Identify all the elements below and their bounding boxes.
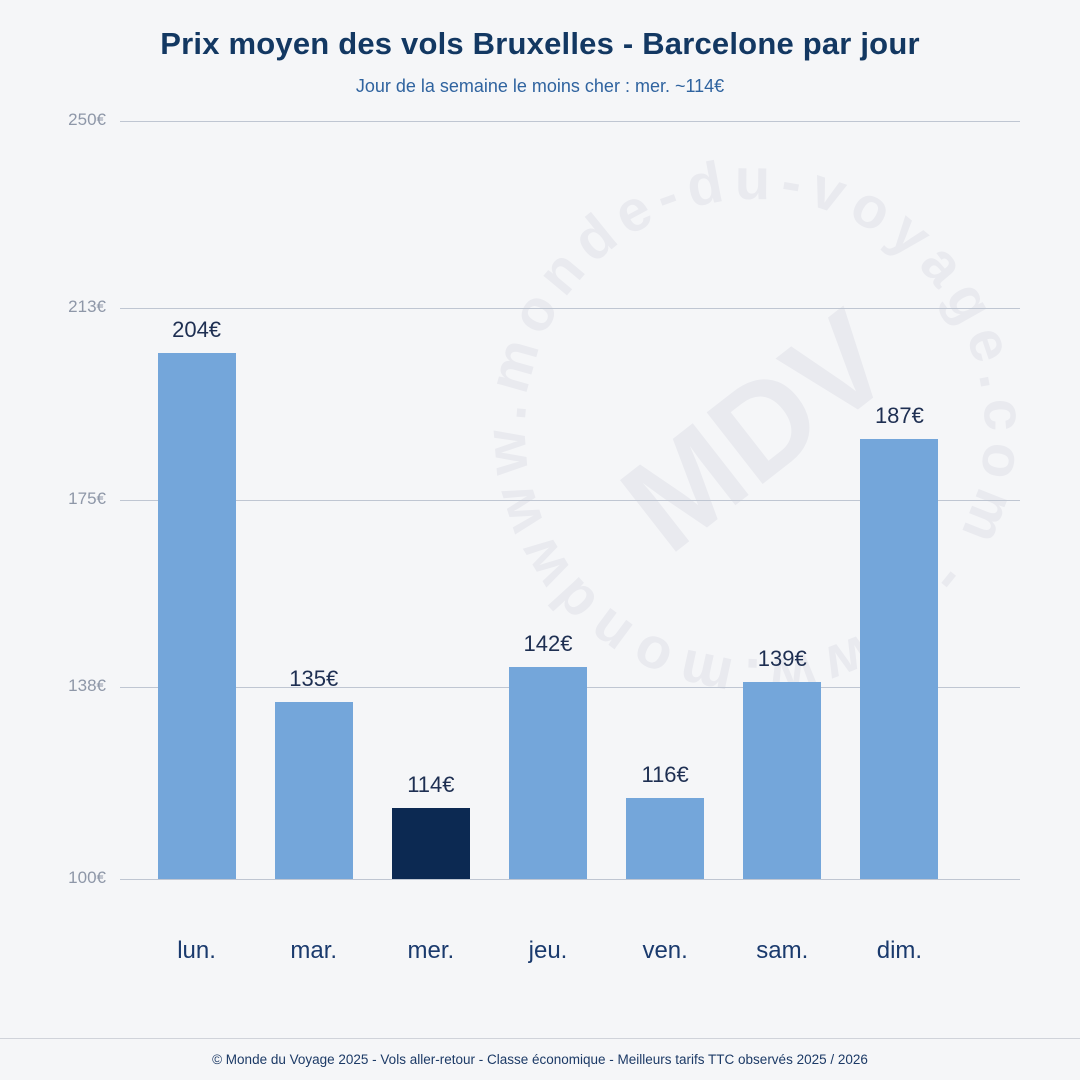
- bar-value-label: 204€: [172, 317, 222, 343]
- chart-subtitle: Jour de la semaine le moins cher : mer. …: [355, 76, 725, 96]
- footer-text: © Monde du Voyage 2025 - Vols aller-reto…: [212, 1052, 868, 1067]
- bar-column: 139€: [724, 121, 841, 879]
- bar-column: 116€: [607, 121, 724, 879]
- bar-column: 204€: [138, 121, 255, 879]
- gridline: [120, 500, 1020, 501]
- bar-mer: [391, 808, 470, 879]
- bar-dim: [860, 439, 939, 879]
- bar-sam: [743, 681, 822, 879]
- bar-column: 114€: [372, 121, 489, 879]
- x-tick-label: mer.: [407, 937, 455, 964]
- x-tick-label: lun.: [177, 937, 216, 964]
- x-tick-label: sam.: [756, 937, 809, 964]
- y-tick-label: 250€: [68, 110, 106, 129]
- y-tick-label: 138€: [68, 675, 106, 695]
- bars-row: 204€ 135€ 114€ 142€ 116€ 139€ 187€: [138, 121, 958, 879]
- x-tick-label: ven.: [642, 937, 688, 964]
- bar-lun: [157, 353, 236, 879]
- bar-jeu: [508, 666, 587, 879]
- x-tick-label: jeu.: [528, 937, 568, 964]
- gridline: [120, 307, 1020, 309]
- bar-value-label: 114€: [407, 772, 455, 798]
- bar-value-label: 139€: [757, 645, 807, 671]
- chart-title: Prix moyen des vols Bruxelles - Barcelon…: [160, 26, 920, 61]
- x-tick-label: dim.: [876, 937, 923, 964]
- gridline: [120, 879, 1020, 880]
- y-tick-label: 213€: [68, 296, 106, 316]
- plot-wrap: www.monde-du-voyage.com - www.monde-du-v…: [0, 109, 1080, 989]
- bar-column: 142€: [489, 121, 606, 879]
- gridline: [120, 121, 1020, 122]
- bar-value-label: 187€: [874, 403, 924, 429]
- bar-value-label: 142€: [523, 630, 573, 656]
- bar-column: 187€: [841, 121, 958, 879]
- x-axis-labels: lun. mar. mer. jeu. ven. sam. dim.: [138, 937, 958, 965]
- x-tick-label: mar.: [290, 937, 338, 964]
- bar-column: 135€: [255, 121, 372, 879]
- bar-value-label: 116€: [641, 762, 689, 788]
- y-tick-label: 175€: [68, 489, 106, 508]
- bar-value-label: 135€: [289, 666, 339, 692]
- footer: © Monde du Voyage 2025 - Vols aller-reto…: [0, 1038, 1080, 1080]
- bar-mar: [274, 702, 353, 879]
- plot-area: 250€ 213€ 175€ 138€ 100€ 204€ 135€ 114€ 142€ 116€…: [0, 110, 1080, 887]
- y-tick-label: 100€: [68, 868, 106, 887]
- bar-ven: [626, 798, 705, 879]
